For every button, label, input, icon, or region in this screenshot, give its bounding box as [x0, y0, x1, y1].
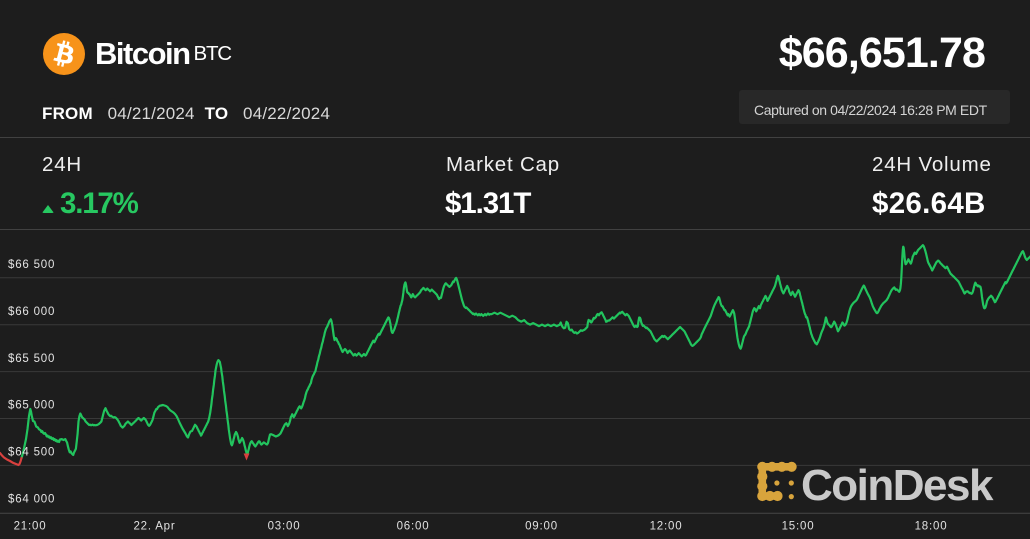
svg-text:22. Apr: 22. Apr	[133, 521, 175, 533]
svg-text:18:00: 18:00	[915, 521, 948, 533]
svg-text:$65 500: $65 500	[8, 353, 55, 365]
svg-text:03:00: 03:00	[268, 521, 301, 533]
svg-text:$64 000: $64 000	[8, 494, 55, 506]
svg-text:06:00: 06:00	[397, 521, 430, 533]
svg-text:$66 500: $66 500	[8, 259, 55, 271]
svg-text:12:00: 12:00	[650, 521, 683, 533]
svg-text:$66 000: $66 000	[8, 306, 55, 318]
svg-text:$65 000: $65 000	[8, 400, 55, 412]
svg-text:$64 500: $64 500	[8, 447, 55, 459]
svg-text:09:00: 09:00	[525, 521, 558, 533]
svg-text:15:00: 15:00	[782, 521, 815, 533]
svg-text:21:00: 21:00	[14, 521, 47, 533]
